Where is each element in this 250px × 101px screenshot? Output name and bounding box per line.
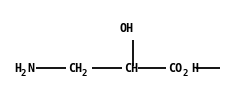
Text: CO: CO: [167, 62, 182, 75]
Text: H: H: [14, 62, 21, 75]
Text: 2: 2: [82, 68, 87, 77]
Text: H: H: [190, 62, 197, 75]
Text: 2: 2: [182, 68, 188, 77]
Text: OH: OH: [120, 22, 134, 35]
Text: N: N: [27, 62, 34, 75]
Text: CH: CH: [68, 62, 82, 75]
Text: 2: 2: [21, 68, 26, 77]
Text: CH: CH: [124, 62, 138, 75]
